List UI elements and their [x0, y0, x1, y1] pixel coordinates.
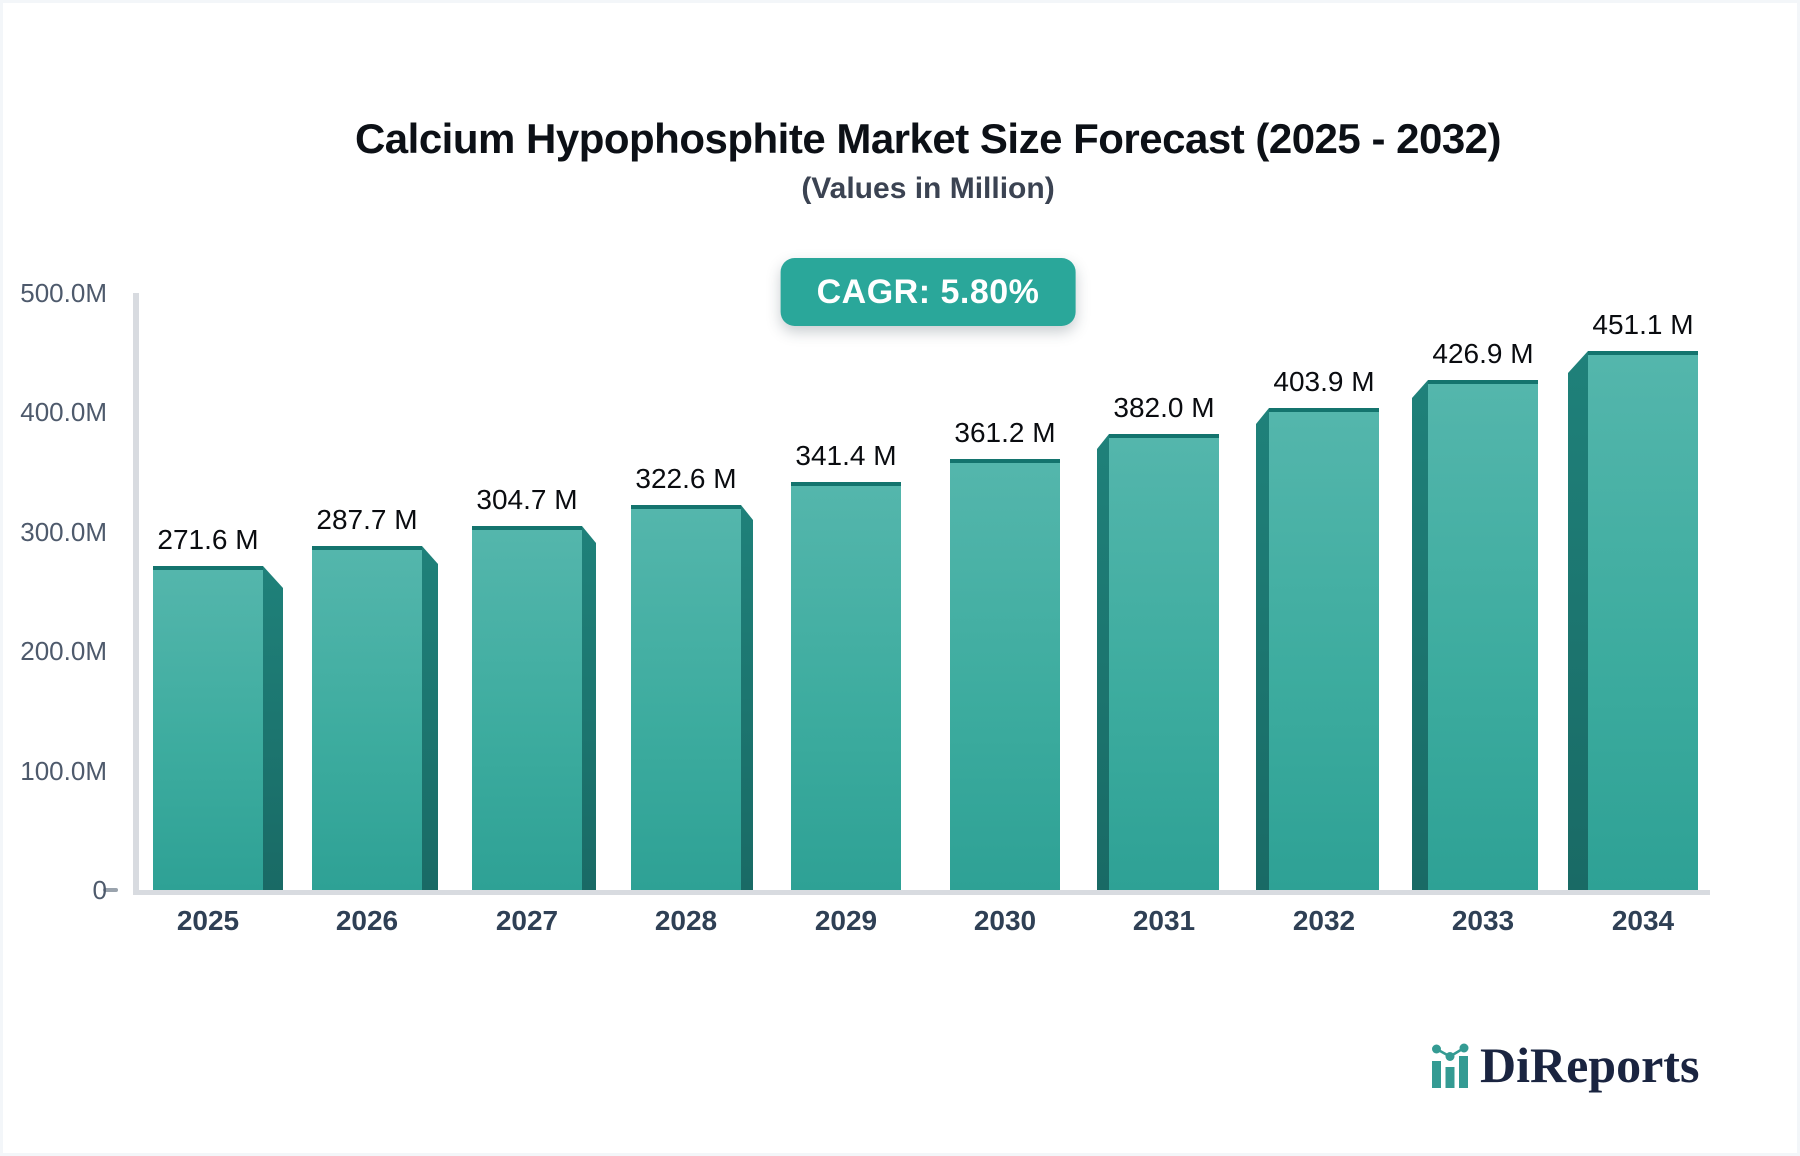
bar-2026	[312, 546, 422, 890]
bar-3d-side	[1568, 351, 1588, 890]
y-tick-label: 400.0M	[20, 397, 107, 428]
chart-title: Calcium Hypophosphite Market Size Foreca…	[354, 115, 1502, 162]
x-axis-label-2034: 2034	[1611, 905, 1675, 936]
logo: DiReports	[1431, 1039, 1699, 1091]
x-axis-label-2027: 2027	[495, 905, 559, 936]
bar-3d-side	[741, 505, 753, 890]
bar-2030	[950, 459, 1060, 890]
bar-3d-side	[422, 546, 438, 890]
bar-3d-side	[1256, 408, 1269, 890]
bar-value-label: 403.9 M	[1273, 366, 1375, 397]
x-axis-label-2025: 2025	[176, 905, 240, 936]
logo-text: DiReports	[1480, 1037, 1700, 1093]
bar-2028	[631, 505, 741, 890]
bar-value-label: 382.0 M	[1113, 392, 1215, 423]
bar-value-label: 451.1 M	[1592, 309, 1694, 340]
x-axis-label-2028: 2028	[654, 905, 718, 936]
bar-line-chart-icon	[1432, 1043, 1469, 1088]
bar-value-label: 304.7 M	[476, 484, 578, 515]
bar-value-label: 287.7 M	[316, 504, 418, 535]
bar-3d-side	[1412, 380, 1428, 890]
bar-3d-side	[263, 566, 283, 890]
bar-value-label: 361.2 M	[954, 417, 1056, 448]
zero-tick-mark	[103, 888, 118, 892]
x-axis-label-2031: 2031	[1132, 905, 1196, 936]
y-tick-label: 200.0M	[20, 636, 107, 667]
y-tick-label: 100.0M	[20, 755, 107, 786]
y-axis-line	[133, 293, 139, 890]
bar-2033	[1428, 380, 1538, 890]
bar-3d-side	[582, 526, 596, 890]
y-tick-label: 500.0M	[20, 278, 107, 308]
x-axis-line	[133, 890, 1710, 895]
y-tick-label: 0	[92, 875, 107, 905]
bar-2027	[472, 526, 582, 890]
cagr-badge: CAGR: 5.80%	[780, 258, 1076, 326]
x-axis-label-2033: 2033	[1451, 905, 1515, 936]
x-axis-label-2029: 2029	[814, 905, 878, 936]
y-tick-label: 300.0M	[20, 516, 107, 547]
x-axis-label-2026: 2026	[335, 905, 399, 936]
x-axis-label-2030: 2030	[973, 905, 1037, 936]
chart-subtitle: (Values in Million)	[801, 172, 1055, 205]
bar-value-label: 341.4 M	[795, 440, 897, 471]
bar-value-label: 271.6 M	[157, 524, 259, 555]
x-axis-label-2032: 2032	[1292, 905, 1356, 936]
bar-2025	[153, 566, 263, 890]
bar-2029	[791, 482, 901, 890]
bar-2031	[1109, 434, 1219, 890]
bar-value-label: 426.9 M	[1432, 338, 1534, 369]
bar-3d-side	[1097, 434, 1109, 890]
bar-2034	[1588, 351, 1698, 890]
bar-2032	[1269, 408, 1379, 890]
bar-value-label: 322.6 M	[635, 463, 737, 494]
